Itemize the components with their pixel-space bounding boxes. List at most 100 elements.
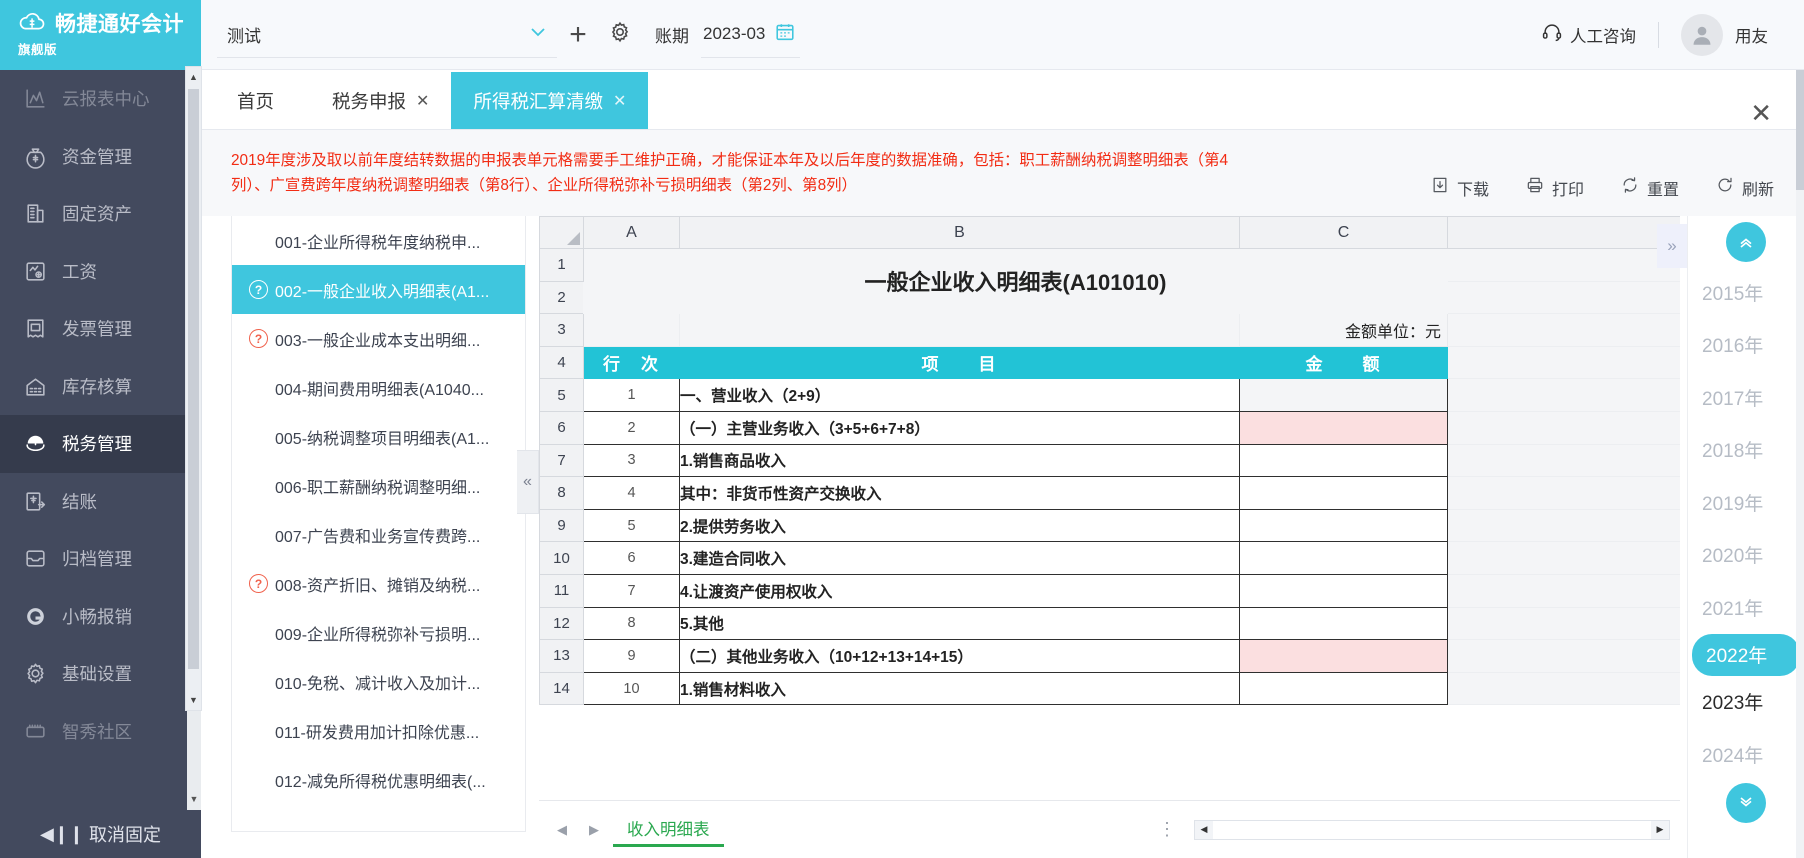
- rail-up-icon[interactable]: ▲: [189, 72, 198, 82]
- report-list-item-12[interactable]: 012-减免所得税优惠明细表(...: [232, 755, 525, 804]
- sidebar-item-8[interactable]: 结账: [0, 473, 201, 531]
- vertical-dots-icon[interactable]: ⋮: [1158, 819, 1176, 839]
- cell-item[interactable]: 其中：非货币性资产交换收入: [679, 476, 1240, 510]
- year-item-6[interactable]: 2020年: [1702, 546, 1764, 568]
- cell-rownum[interactable]: 10: [583, 671, 680, 706]
- page-scroll-rail[interactable]: ▲ ▼: [185, 66, 202, 711]
- cell[interactable]: [1447, 248, 1680, 282]
- report-list-item-10[interactable]: 010-免税、减计收入及加计...: [232, 657, 525, 706]
- year-item-2[interactable]: 2016年: [1702, 336, 1764, 358]
- sidebar-item-1[interactable]: 云报表中心: [0, 70, 201, 128]
- year-rail-expand-button[interactable]: »: [1657, 224, 1687, 268]
- cell[interactable]: [1447, 443, 1680, 478]
- cell-item[interactable]: 1.销售商品收入: [679, 443, 1240, 478]
- sheet-title-cell[interactable]: 一般企业收入明细表(A101010): [583, 247, 1448, 315]
- cell-rownum[interactable]: 2: [583, 410, 680, 445]
- cell[interactable]: [1447, 280, 1680, 315]
- cell-amount[interactable]: [1239, 410, 1448, 445]
- arrow-right-icon[interactable]: ▶: [589, 821, 599, 837]
- report-list-item-6[interactable]: 006-职工薪酬纳税调整明细...: [232, 461, 525, 510]
- cell-item[interactable]: （二）其他业务收入（10+12+13+14+15）: [679, 639, 1240, 673]
- hscroll-left-icon[interactable]: ◀: [1195, 820, 1213, 839]
- cell[interactable]: [1447, 345, 1680, 380]
- cell[interactable]: [679, 313, 1240, 347]
- cell-rownum[interactable]: 4: [583, 476, 680, 510]
- row-header[interactable]: 8: [539, 476, 584, 510]
- cell-rownum[interactable]: 3: [583, 443, 680, 478]
- chevron-down-icon[interactable]: [529, 25, 557, 43]
- tab-2[interactable]: 税务申报 ✕: [310, 72, 451, 129]
- cell-amount[interactable]: [1239, 541, 1448, 575]
- chevron-down-circle-icon[interactable]: [1726, 782, 1766, 823]
- report-list-item-11[interactable]: 011-研发费用加计扣除优惠...: [232, 706, 525, 755]
- sidebar-item-3[interactable]: 固定资产: [0, 185, 201, 243]
- cell-item[interactable]: 3.建造合同收入: [679, 541, 1240, 575]
- year-item-1[interactable]: 2015年: [1702, 283, 1764, 305]
- report-list-item-3[interactable]: ? 003-一般企业成本支出明细...: [232, 314, 525, 363]
- report-list-item-9[interactable]: 009-企业所得税弥补亏损明...: [232, 608, 525, 657]
- toolbar-action-1[interactable]: 下载: [1430, 175, 1489, 200]
- cell-item[interactable]: 一、营业收入（2+9）: [679, 378, 1240, 412]
- cell-amount[interactable]: [1239, 378, 1448, 412]
- year-item-4[interactable]: 2018年: [1702, 441, 1764, 463]
- cell-rownum[interactable]: 9: [583, 639, 680, 673]
- row-header[interactable]: 7: [539, 443, 584, 478]
- user-avatar-icon[interactable]: [1681, 13, 1723, 56]
- cell-rownum[interactable]: 7: [583, 573, 680, 608]
- year-item-10[interactable]: 2024年: [1702, 745, 1764, 767]
- row-header[interactable]: 3: [539, 313, 584, 347]
- arrow-left-icon[interactable]: ◀: [557, 821, 567, 837]
- row-header[interactable]: 14: [539, 671, 584, 706]
- cell[interactable]: [1447, 541, 1680, 575]
- header-cell-rownum[interactable]: 行 次: [583, 345, 680, 380]
- toolbar-action-2[interactable]: 打印: [1525, 175, 1584, 200]
- sidebar-item-7[interactable]: 税务管理: [0, 415, 201, 473]
- report-list-item-4[interactable]: 004-期间费用明细表(A1040...: [232, 363, 525, 412]
- cell-item[interactable]: 4.让渡资产使用权收入: [679, 573, 1240, 608]
- sidebar-item-9[interactable]: 归档管理: [0, 530, 201, 588]
- column-header-b[interactable]: B: [679, 216, 1240, 249]
- window-scrollbar[interactable]: [1796, 70, 1804, 858]
- user-name[interactable]: 用友: [1735, 27, 1768, 46]
- scroll-down-icon[interactable]: ▼: [187, 788, 201, 810]
- cell-amount[interactable]: [1239, 476, 1448, 510]
- period-picker[interactable]: 2023-03: [701, 12, 801, 58]
- sidebar-item-4[interactable]: 工资: [0, 243, 201, 301]
- sidebar-item-11[interactable]: 基础设置: [0, 645, 201, 703]
- cell-amount[interactable]: [1239, 573, 1448, 608]
- report-list-item-2[interactable]: ? 002-一般企业收入明细表(A1...: [232, 265, 525, 314]
- report-list-collapse-button[interactable]: «: [517, 450, 539, 514]
- spreadsheet[interactable]: A B C 1 一般企业收入明细表(A101010) 2 3 金额单位：元 4 行 次项 目金 额…: [539, 216, 1680, 858]
- report-list-item-5[interactable]: 005-纳税调整项目明细表(A1...: [232, 412, 525, 461]
- row-header[interactable]: 5: [539, 378, 584, 412]
- hscroll-right-icon[interactable]: ▶: [1651, 820, 1669, 839]
- cell[interactable]: [1447, 639, 1680, 673]
- cell-item[interactable]: 5.其他: [679, 606, 1240, 641]
- header-cell-item[interactable]: 项 目: [679, 345, 1240, 380]
- year-item-5[interactable]: 2019年: [1702, 493, 1764, 515]
- unit-cell[interactable]: 金额单位：元: [1239, 313, 1448, 347]
- cell[interactable]: [1447, 573, 1680, 608]
- row-header[interactable]: 6: [539, 410, 584, 445]
- sidebar-pin-toggle[interactable]: ◀❙❙ 取消固定: [0, 810, 201, 858]
- sidebar-item-5[interactable]: 发票管理: [0, 300, 201, 358]
- account-selector[interactable]: 测试: [217, 12, 557, 58]
- cell-amount[interactable]: [1239, 508, 1448, 543]
- cell-item[interactable]: 2.提供劳务收入: [679, 508, 1240, 543]
- toolbar-action-3[interactable]: 重置: [1620, 175, 1679, 200]
- close-icon[interactable]: ✕: [1750, 98, 1772, 128]
- cell-amount[interactable]: [1239, 443, 1448, 478]
- cell-amount[interactable]: [1239, 639, 1448, 673]
- row-header[interactable]: 9: [539, 508, 584, 543]
- sidebar-item-10[interactable]: 小畅报销: [0, 588, 201, 646]
- row-header[interactable]: 4: [539, 345, 584, 380]
- row-header[interactable]: 13: [539, 639, 584, 673]
- year-item-3[interactable]: 2017年: [1702, 388, 1764, 410]
- cell[interactable]: [583, 313, 680, 347]
- cell[interactable]: [1447, 313, 1680, 347]
- cell[interactable]: [1447, 671, 1680, 706]
- row-header[interactable]: 11: [539, 573, 584, 608]
- year-item-8[interactable]: 2022年: [1692, 633, 1800, 676]
- tab-1[interactable]: 首页: [201, 72, 310, 129]
- cell[interactable]: [1447, 476, 1680, 510]
